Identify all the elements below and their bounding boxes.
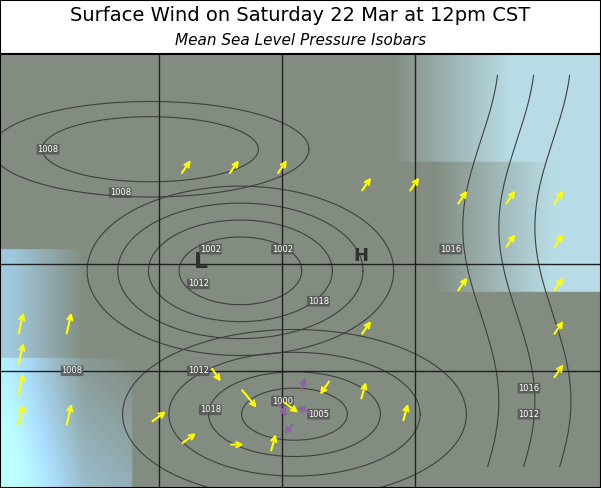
Text: 1018: 1018 <box>308 297 329 306</box>
Text: 1002: 1002 <box>272 244 293 254</box>
Text: 1012: 1012 <box>188 279 209 288</box>
Text: 1000: 1000 <box>272 397 293 406</box>
Text: 1018: 1018 <box>200 406 221 414</box>
Text: Mean Sea Level Pressure Isobars: Mean Sea Level Pressure Isobars <box>175 33 426 48</box>
Text: 1008: 1008 <box>109 188 131 197</box>
Text: H: H <box>353 246 368 264</box>
Text: 1016: 1016 <box>440 244 462 254</box>
Text: 1012: 1012 <box>188 366 209 375</box>
Text: 1008: 1008 <box>37 145 59 154</box>
Text: 1005: 1005 <box>308 409 329 419</box>
Text: L: L <box>194 252 209 272</box>
Text: 1002: 1002 <box>200 244 221 254</box>
Text: 1012: 1012 <box>519 409 539 419</box>
Text: 1016: 1016 <box>518 384 540 393</box>
Text: Surface Wind on Saturday 22 Mar at 12pm CST: Surface Wind on Saturday 22 Mar at 12pm … <box>70 5 531 24</box>
Text: 1008: 1008 <box>61 366 83 375</box>
